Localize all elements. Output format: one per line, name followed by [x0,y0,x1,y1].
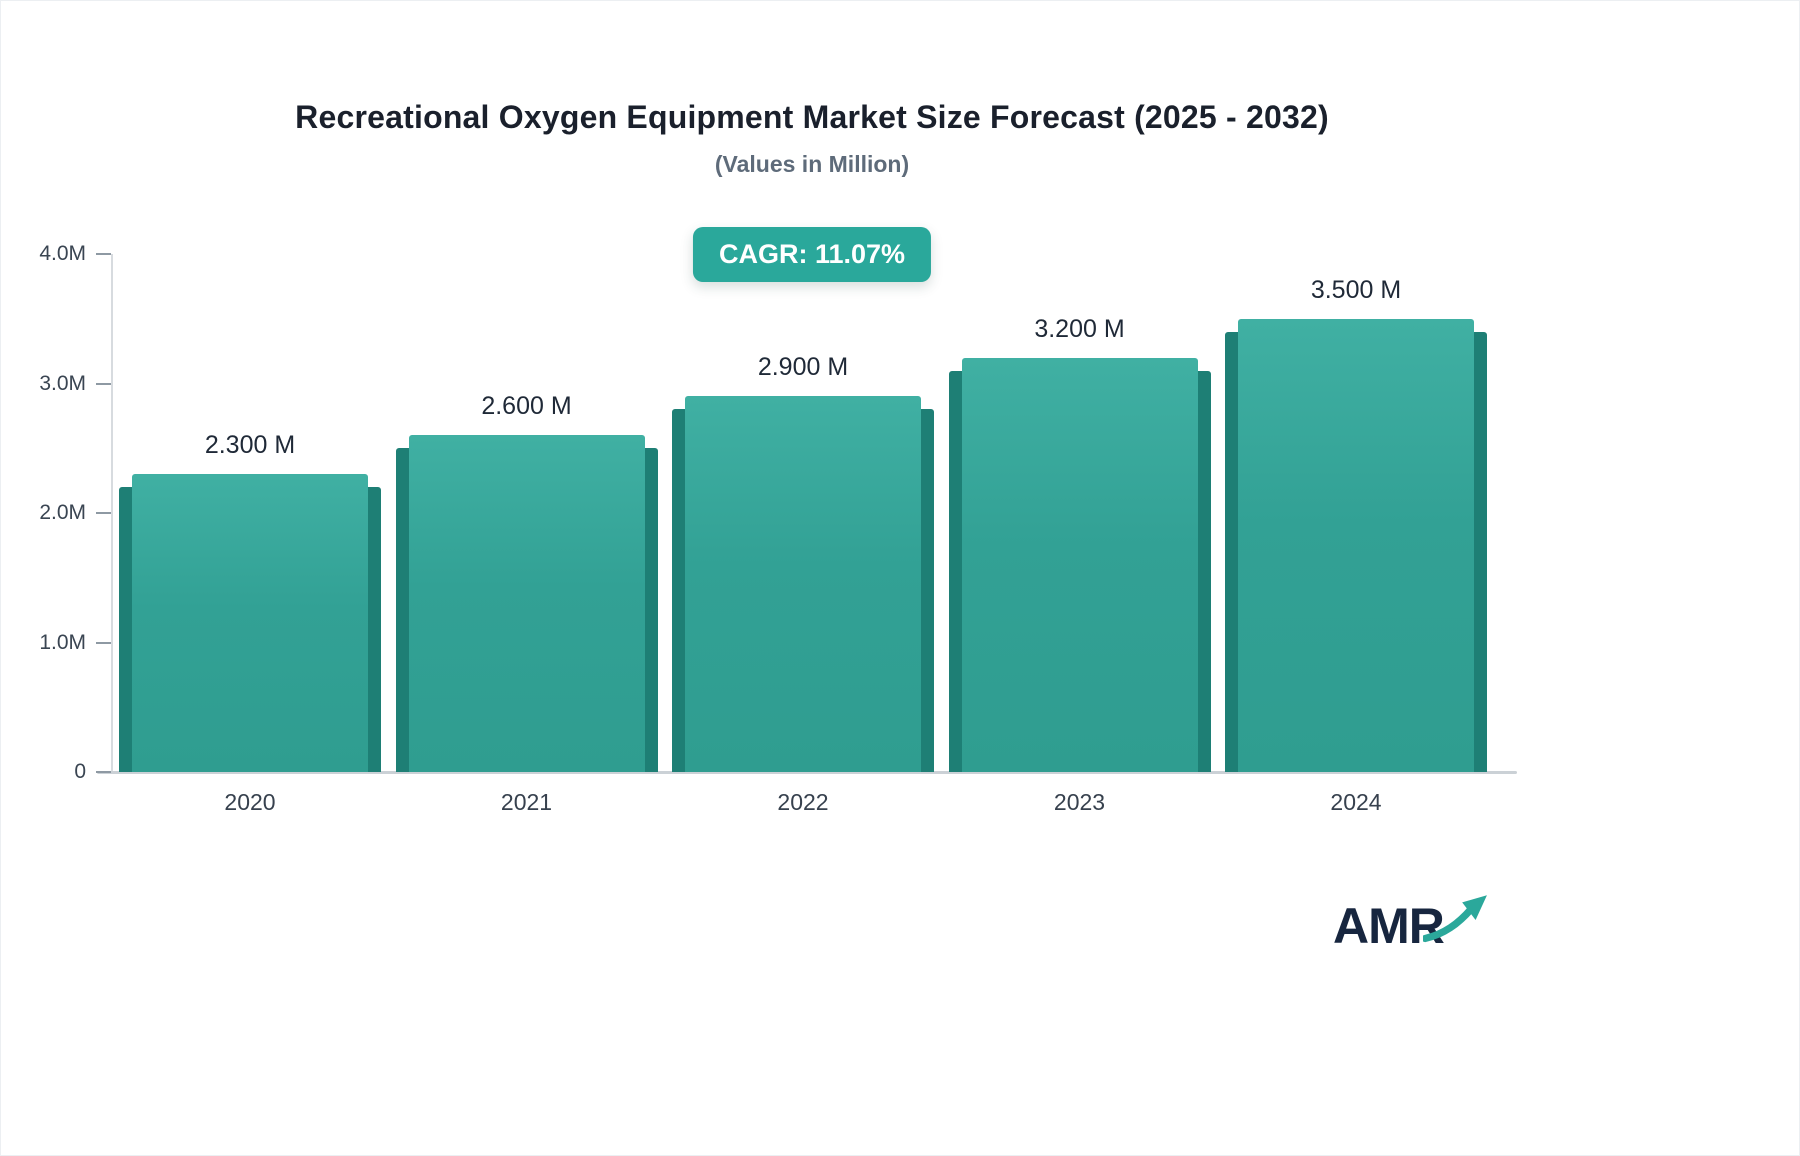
bar-group-2020: 2.300 M 2020 [119,431,381,815]
bar-value-label: 2.300 M [204,431,296,459]
y-tick-label: 1.0M [39,630,86,654]
x-axis-label: 2022 [777,789,829,815]
x-axis-label: 2023 [1053,789,1106,815]
y-tick-label: 4.0M [39,242,86,265]
bar-group-2021: 2.600 M 2021 [395,392,658,815]
x-axis-label: 2020 [224,789,276,815]
y-axis-tick: 1.0M [25,631,111,655]
page-title: Recreational Oxygen Equipment Market Siz… [295,99,1329,135]
y-axis-tick: 4.0M [25,242,111,266]
y-tick-label: 0 [74,760,86,783]
y-tick-label: 2.0M [39,501,86,524]
y-tick-mark [96,771,111,773]
y-axis-tick: 3.0M [25,372,111,396]
bar-group-2023: 3.200 M 2023 [948,315,1211,815]
cagr-badge: CAGR: 11.07% [692,227,932,282]
y-tick-mark [96,641,111,644]
bar-value-label: 3.500 M [1310,276,1402,304]
bar-value-label: 3.200 M [1034,315,1125,343]
bar-group-2022: 2.900 M 2022 [672,353,934,815]
bar [408,435,645,772]
logo-text: AMR [1333,898,1445,954]
bar [961,358,1198,772]
bar [1238,319,1474,772]
y-tick-mark [96,253,111,255]
y-axis-tick: 2.0M [25,501,111,525]
bar-value-label: 2.600 M [481,392,572,420]
y-axis-line [111,254,113,772]
x-axis-label: 2024 [1330,789,1382,815]
y-axis-tick: 0 [25,760,111,784]
amr-logo: AMR [1333,895,1493,963]
bar [132,474,368,772]
logo-arrow-icon [1423,895,1487,943]
x-axis-label: 2021 [500,789,553,815]
y-tick-mark [96,382,111,385]
x-axis-line [97,771,1517,774]
y-tick-mark [96,512,111,514]
bar [685,396,921,772]
bar-value-label: 2.900 M [757,353,849,381]
chart-subtitle: (Values in Million) [714,151,910,177]
bar-group-2024: 3.500 M 2024 [1225,276,1487,815]
y-tick-label: 3.0M [39,371,86,395]
